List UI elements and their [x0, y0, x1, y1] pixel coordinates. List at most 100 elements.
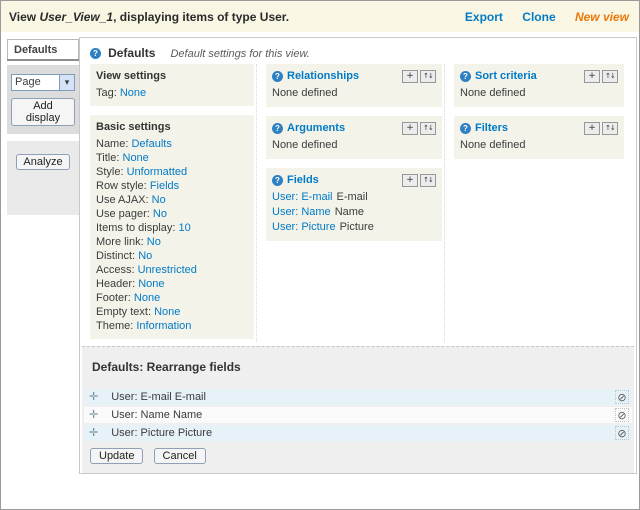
- setting-label: More link:: [96, 236, 144, 248]
- setting-value-link[interactable]: None: [119, 87, 147, 99]
- field-item-name: User: Name Name: [272, 205, 436, 220]
- settings-column-2: ? Relationships + ↑↓ None defined ? Argu…: [256, 64, 442, 342]
- update-button[interactable]: Update: [90, 448, 144, 464]
- export-link[interactable]: Export: [464, 10, 503, 24]
- cancel-button[interactable]: Cancel: [153, 448, 206, 464]
- field-link[interactable]: User: Picture: [272, 221, 336, 233]
- setting-value-link[interactable]: 10: [178, 222, 191, 234]
- setting-value-link[interactable]: Fields: [149, 180, 180, 192]
- setting-row-distinct: Distinct: No: [96, 249, 248, 263]
- help-icon[interactable]: ?: [272, 174, 283, 186]
- analyze-area: Analyze: [7, 141, 79, 215]
- rearrange-row-label: User: Name Name: [111, 409, 203, 421]
- add-display-button[interactable]: Add display: [11, 98, 75, 126]
- add-filter-button[interactable]: +: [584, 121, 600, 135]
- setting-row-more-link: More link: No: [96, 235, 248, 249]
- field-link[interactable]: User: E-mail: [272, 191, 333, 203]
- setting-value-link[interactable]: No: [152, 208, 167, 220]
- new-view-link[interactable]: New view: [574, 10, 629, 24]
- display-type-select[interactable]: Page ▾: [11, 74, 75, 91]
- table-row: ✛ User: E-mail E-mail ⊘: [84, 389, 632, 405]
- setting-value-link[interactable]: None: [138, 278, 165, 290]
- setting-label: Distinct:: [96, 250, 136, 262]
- setting-label: Theme:: [96, 320, 134, 332]
- view-title-bar: View User_View_1, displaying items of ty…: [1, 1, 639, 32]
- setting-value-link[interactable]: No: [138, 250, 153, 262]
- drag-handle-icon[interactable]: ✛: [89, 391, 99, 403]
- sort-criteria-link[interactable]: Sort criteria: [475, 70, 537, 82]
- rearrange-row-label: User: Picture Picture: [111, 427, 213, 439]
- filters-header: ? Filters + ↑↓: [460, 121, 618, 135]
- relationships-empty: None defined: [272, 87, 338, 99]
- display-type-value: Page: [15, 76, 41, 88]
- filters-link[interactable]: Filters: [475, 122, 509, 134]
- section-title: Defaults: [108, 46, 156, 60]
- title-prefix: View: [9, 10, 40, 24]
- view-action-links: Export Clone New view: [449, 10, 629, 24]
- rearrange-arguments-button[interactable]: ↑↓: [420, 121, 436, 135]
- help-icon[interactable]: ?: [272, 122, 283, 134]
- setting-label: Header:: [96, 278, 136, 290]
- setting-value-link[interactable]: None: [133, 292, 161, 304]
- setting-label: Style:: [96, 166, 124, 178]
- basic-settings-box: Basic settings Name: Defaults Title: Non…: [90, 115, 254, 339]
- help-icon[interactable]: ?: [460, 70, 471, 82]
- fields-header: ? Fields + ↑↓: [272, 173, 436, 187]
- analyze-button[interactable]: Analyze: [16, 154, 70, 170]
- add-field-button[interactable]: +: [402, 173, 418, 187]
- fields-link[interactable]: Fields: [287, 174, 319, 186]
- table-row: ✛ User: Name Name ⊘: [84, 407, 632, 423]
- sort-criteria-header: ? Sort criteria + ↑↓: [460, 69, 618, 83]
- field-link[interactable]: User: Name: [272, 206, 331, 218]
- setting-row-title: Title: None: [96, 151, 248, 165]
- relationships-link[interactable]: Relationships: [287, 70, 360, 82]
- remove-field-icon[interactable]: ⊘: [615, 426, 629, 440]
- setting-value-link[interactable]: No: [146, 236, 161, 248]
- rearrange-sorts-button[interactable]: ↑↓: [602, 69, 618, 83]
- setting-value-link[interactable]: Unrestricted: [137, 264, 197, 276]
- help-icon[interactable]: ?: [90, 48, 101, 59]
- setting-row-name: Name: Defaults: [96, 137, 248, 151]
- field-label: E-mail: [336, 191, 368, 203]
- setting-label: Row style:: [96, 180, 147, 192]
- add-relationship-button[interactable]: +: [402, 69, 418, 83]
- basic-settings-title: Basic settings: [96, 121, 171, 133]
- help-icon[interactable]: ?: [272, 70, 283, 82]
- settings-column-1: View settings Tag: None Basic settings N…: [90, 64, 254, 348]
- setting-value-link[interactable]: Defaults: [131, 138, 172, 150]
- setting-value-link[interactable]: Information: [136, 320, 192, 332]
- add-argument-button[interactable]: +: [402, 121, 418, 135]
- arguments-link[interactable]: Arguments: [287, 122, 346, 134]
- arguments-header: ? Arguments + ↑↓: [272, 121, 436, 135]
- defaults-header: ? Defaults Default settings for this vie…: [90, 46, 310, 60]
- remove-field-icon[interactable]: ⊘: [615, 408, 629, 422]
- display-tab-row: Defaults: [7, 39, 79, 61]
- setting-label: Title:: [96, 152, 120, 164]
- clone-link[interactable]: Clone: [522, 10, 556, 24]
- setting-row-empty-text: Empty text: None: [96, 305, 248, 319]
- rearrange-relationships-button[interactable]: ↑↓: [420, 69, 436, 83]
- setting-value-link[interactable]: No: [151, 194, 166, 206]
- drag-handle-icon[interactable]: ✛: [89, 409, 99, 421]
- setting-label: Access:: [96, 264, 135, 276]
- tab-defaults[interactable]: Defaults: [7, 39, 79, 59]
- setting-value-link[interactable]: None: [122, 152, 149, 164]
- rearrange-title: Defaults: Rearrange fields: [92, 360, 241, 374]
- setting-row-use-ajax: Use AJAX: No: [96, 193, 248, 207]
- setting-label: Empty text:: [96, 306, 152, 318]
- remove-field-icon[interactable]: ⊘: [615, 390, 629, 404]
- setting-value-link[interactable]: None: [154, 306, 181, 318]
- arguments-empty: None defined: [272, 139, 338, 151]
- field-item-email: User: E-mail E-mail: [272, 190, 436, 205]
- add-sort-button[interactable]: +: [584, 69, 600, 83]
- drag-handle-icon[interactable]: ✛: [89, 427, 99, 439]
- rearrange-filters-button[interactable]: ↑↓: [602, 121, 618, 135]
- help-icon[interactable]: ?: [460, 122, 471, 134]
- fields-box: ? Fields + ↑↓ User: E-mail E-mail User: N…: [266, 168, 442, 241]
- rearrange-fields-button[interactable]: ↑↓: [420, 173, 436, 187]
- filters-box: ? Filters + ↑↓ None defined: [454, 116, 624, 159]
- setting-row-use-pager: Use pager: No: [96, 207, 248, 221]
- setting-label: Name:: [96, 138, 129, 150]
- form-actions: Update Cancel: [90, 448, 213, 464]
- setting-value-link[interactable]: Unformatted: [126, 166, 188, 178]
